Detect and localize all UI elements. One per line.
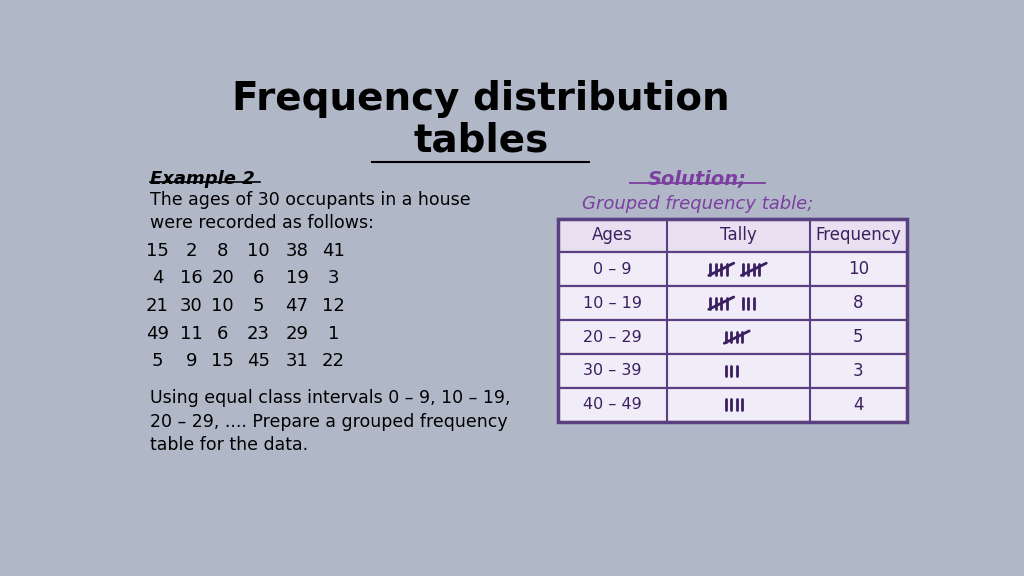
Text: 49: 49	[146, 325, 169, 343]
FancyBboxPatch shape	[558, 388, 907, 422]
Text: Frequency distribution: Frequency distribution	[231, 80, 729, 118]
FancyBboxPatch shape	[558, 320, 907, 354]
Text: Ages: Ages	[592, 226, 633, 244]
Text: 15: 15	[146, 241, 169, 260]
Text: 6: 6	[253, 270, 264, 287]
Text: 40 – 49: 40 – 49	[583, 397, 642, 412]
Text: Tally: Tally	[720, 226, 757, 244]
Text: Solution;: Solution;	[648, 170, 748, 189]
Text: Using equal class intervals 0 – 9, 10 – 19,: Using equal class intervals 0 – 9, 10 – …	[150, 389, 510, 407]
Text: 5: 5	[853, 328, 863, 346]
Text: 38: 38	[286, 241, 308, 260]
Text: 30 – 39: 30 – 39	[583, 363, 642, 378]
Text: 23: 23	[247, 325, 269, 343]
Text: 11: 11	[180, 325, 203, 343]
FancyBboxPatch shape	[558, 218, 907, 252]
Text: 10 – 19: 10 – 19	[583, 295, 642, 310]
Text: 31: 31	[286, 353, 308, 370]
Text: The ages of 30 occupants in a house: The ages of 30 occupants in a house	[150, 191, 470, 209]
Text: 8: 8	[217, 241, 228, 260]
Text: 21: 21	[146, 297, 169, 315]
Text: 3: 3	[328, 270, 339, 287]
Text: 1: 1	[328, 325, 339, 343]
Text: 47: 47	[286, 297, 308, 315]
Text: 5: 5	[152, 353, 163, 370]
Text: tables: tables	[413, 122, 548, 160]
Text: 15: 15	[211, 353, 234, 370]
Text: were recorded as follows:: were recorded as follows:	[150, 214, 374, 232]
Text: 41: 41	[322, 241, 345, 260]
FancyBboxPatch shape	[558, 286, 907, 320]
Text: 20 – 29: 20 – 29	[583, 329, 642, 344]
Text: table for the data.: table for the data.	[150, 435, 308, 454]
Text: 16: 16	[180, 270, 203, 287]
Text: 20 – 29, .... Prepare a grouped frequency: 20 – 29, .... Prepare a grouped frequenc…	[150, 412, 507, 430]
Text: 10: 10	[211, 297, 233, 315]
Text: 4: 4	[853, 396, 863, 414]
Text: Frequency: Frequency	[815, 226, 901, 244]
Text: 4: 4	[152, 270, 163, 287]
Text: 9: 9	[185, 353, 198, 370]
Text: 22: 22	[322, 353, 345, 370]
Text: 30: 30	[180, 297, 203, 315]
Text: 5: 5	[253, 297, 264, 315]
Text: 2: 2	[185, 241, 198, 260]
Text: 10: 10	[848, 260, 869, 278]
FancyBboxPatch shape	[558, 252, 907, 286]
Text: 3: 3	[853, 362, 864, 380]
Text: 6: 6	[217, 325, 228, 343]
Text: 29: 29	[286, 325, 308, 343]
Text: 12: 12	[322, 297, 345, 315]
Text: 10: 10	[247, 241, 269, 260]
Text: 0 – 9: 0 – 9	[593, 262, 632, 277]
Text: Example 2: Example 2	[150, 170, 254, 188]
Text: 8: 8	[853, 294, 863, 312]
Text: 45: 45	[247, 353, 269, 370]
FancyBboxPatch shape	[558, 354, 907, 388]
Text: 19: 19	[286, 270, 308, 287]
Text: Grouped frequency table;: Grouped frequency table;	[582, 195, 813, 213]
Text: 20: 20	[211, 270, 233, 287]
